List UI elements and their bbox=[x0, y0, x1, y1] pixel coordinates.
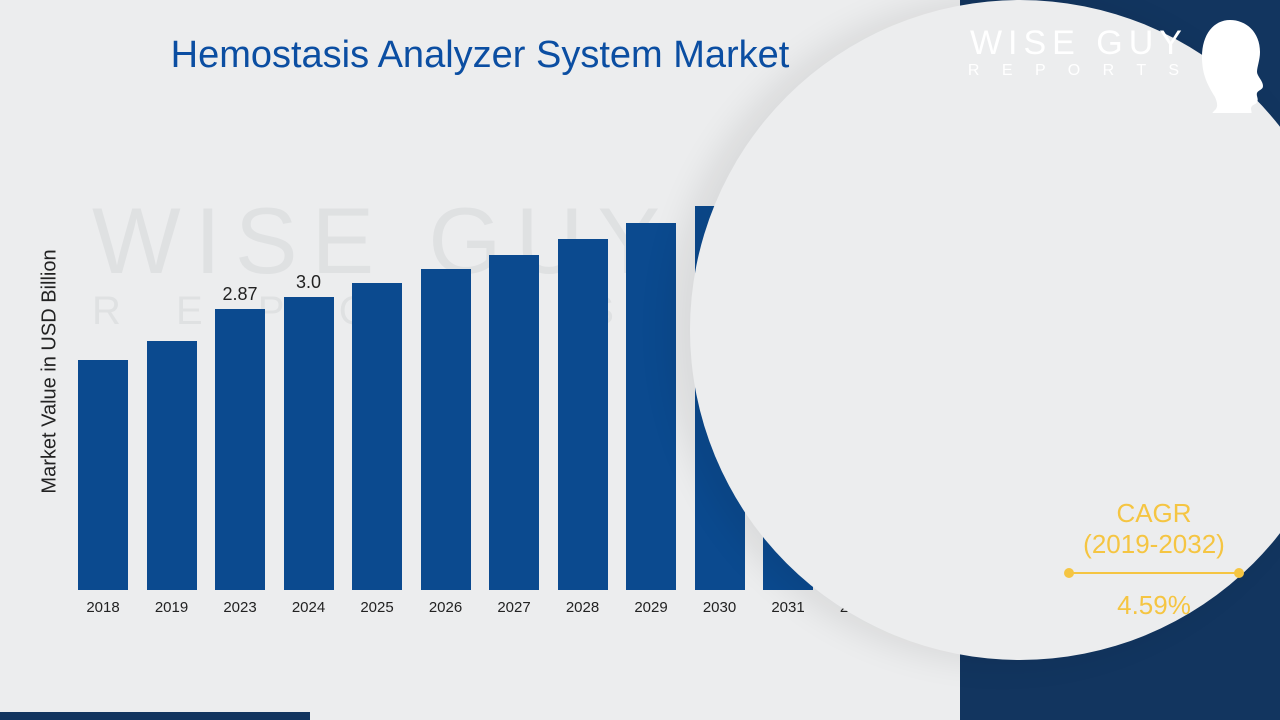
cagr-dot-right-icon bbox=[1234, 568, 1244, 578]
cagr-dot-left-icon bbox=[1064, 568, 1074, 578]
x-axis-tick-label: 2025 bbox=[352, 599, 402, 616]
bar bbox=[489, 255, 539, 590]
bar-slot: 2019 bbox=[147, 150, 197, 590]
x-axis-tick-label: 2024 bbox=[284, 599, 334, 616]
chart-canvas: WISE GUY R E P O R T S Hemostasis Analyz… bbox=[0, 0, 1280, 720]
x-axis-tick-label: 2030 bbox=[695, 599, 745, 616]
x-axis-tick-label: 2018 bbox=[78, 599, 128, 616]
bar-slot: 2027 bbox=[489, 150, 539, 590]
bar-slot: 2018 bbox=[78, 150, 128, 590]
bar-slot: 2026 bbox=[421, 150, 471, 590]
bar-value-label: 2.87 bbox=[215, 284, 265, 305]
x-axis-tick-label: 2029 bbox=[626, 599, 676, 616]
bar-slot: 2029 bbox=[626, 150, 676, 590]
bar bbox=[352, 283, 402, 590]
bar bbox=[421, 269, 471, 590]
cagr-value: 4.59% bbox=[1056, 590, 1252, 621]
bar bbox=[626, 223, 676, 590]
x-axis-tick-label: 2026 bbox=[421, 599, 471, 616]
cagr-separator bbox=[1066, 572, 1242, 574]
bar-slot: 3.02024 bbox=[284, 150, 334, 590]
bar-slot: 2.872023 bbox=[215, 150, 265, 590]
bar bbox=[215, 309, 265, 590]
bar-slot: 2025 bbox=[352, 150, 402, 590]
bar bbox=[147, 341, 197, 590]
bar-slot: 2028 bbox=[558, 150, 608, 590]
brand-logo-text: WISE GUY R E P O R T S bbox=[968, 26, 1188, 82]
x-axis-tick-label: 2023 bbox=[215, 599, 265, 616]
cagr-block: CAGR (2019-2032) 4.59% bbox=[1056, 498, 1252, 621]
x-axis-tick-label: 2028 bbox=[558, 599, 608, 616]
brand-logo-head-icon bbox=[1190, 18, 1268, 113]
x-axis-tick-label: 2031 bbox=[763, 599, 813, 616]
bar-value-label: 3.0 bbox=[284, 272, 334, 293]
x-axis-tick-label: 2027 bbox=[489, 599, 539, 616]
x-axis-tick-label: 2019 bbox=[147, 599, 197, 616]
bar bbox=[558, 239, 608, 590]
brand-logo-line2: R E P O R T S bbox=[968, 60, 1188, 82]
brand-logo-line1: WISE GUY bbox=[968, 26, 1188, 60]
y-axis-label: Market Value in USD Billion bbox=[39, 162, 62, 582]
footer-accent-bar bbox=[0, 712, 310, 720]
cagr-range: (2019-2032) bbox=[1056, 529, 1252, 560]
bar bbox=[78, 360, 128, 590]
cagr-label: CAGR bbox=[1056, 498, 1252, 529]
bar bbox=[284, 297, 334, 590]
